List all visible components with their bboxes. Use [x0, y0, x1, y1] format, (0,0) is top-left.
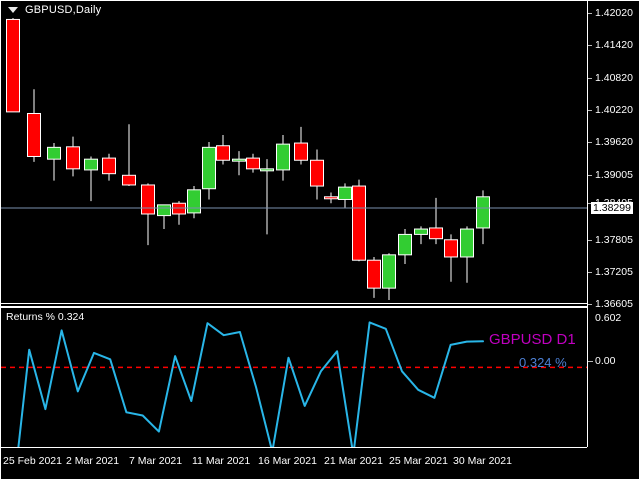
tick-mark	[588, 202, 592, 204]
tick-mark	[588, 174, 592, 176]
tick-mark	[588, 239, 592, 241]
price-tick-label: 1.40220	[595, 104, 633, 116]
price-tick-label: 1.37805	[595, 234, 633, 246]
indicator-tick-label: 0.602	[595, 312, 622, 324]
tick-mark	[588, 44, 592, 46]
tick-mark	[588, 303, 592, 305]
time-scale[interactable]: 25 Feb 2021 2 Mar 2021 7 Mar 2021 11 Mar 20…	[1, 449, 639, 478]
candlestick-chart	[1, 18, 587, 300]
price-tick: 1.37805	[588, 234, 633, 246]
price-tick-label: 1.39620	[595, 136, 633, 148]
price-tick: 1.40820	[588, 72, 633, 84]
returns-line-chart	[1, 321, 587, 448]
pane-separator-top	[1, 303, 587, 304]
symbol-title: GBPUSD,Daily	[25, 3, 102, 16]
tick-mark	[588, 271, 592, 273]
price-tick-label: 1.39005	[595, 169, 633, 181]
price-scale[interactable]: 1.42020 1.41420 1.40820 1.40220 1.39620 1.390…	[588, 1, 639, 460]
indicator-series-label: GBPUSD D1	[489, 331, 576, 348]
time-tick-label: 25 Mar 2021	[389, 455, 448, 467]
tick-mark	[588, 109, 592, 111]
time-tick-label: 7 Mar 2021	[129, 455, 183, 467]
time-tick-label: 16 Mar 2021	[258, 455, 317, 467]
price-tick: 1.39620	[588, 136, 633, 148]
price-tick: 1.39005	[588, 169, 633, 181]
pane-separator-bottom	[1, 306, 587, 307]
price-tick: 1.36605	[588, 298, 633, 310]
symbol-header: GBPUSD,Daily	[1, 1, 639, 18]
indicator-zero-value-label: 0.324 %	[519, 355, 567, 370]
indicator-tick-label: 0.00	[595, 355, 616, 367]
indicator-pane-bottom-border	[1, 447, 587, 448]
price-tick-label: 1.41420	[595, 39, 633, 51]
tick-mark	[588, 141, 592, 143]
price-tick: 1.40220	[588, 104, 633, 116]
time-tick-label: 30 Mar 2021	[453, 455, 512, 467]
time-tick-label: 11 Mar 2021	[192, 455, 251, 467]
price-tick-label: 1.37205	[595, 266, 633, 278]
price-tick-label: 1.36605	[595, 298, 633, 310]
indicator-pane[interactable]: Returns % 0.324 GBPUSD D1 0.324 %	[1, 307, 587, 448]
time-tick-label: 25 Feb 2021	[3, 455, 62, 467]
tick-mark	[588, 77, 592, 79]
chevron-down-icon[interactable]	[8, 6, 18, 13]
price-tick: 1.42020	[588, 7, 633, 19]
current-price-tag: 1.38299	[591, 202, 633, 214]
price-tick: 1.37205	[588, 266, 633, 278]
tick-mark	[588, 12, 592, 14]
zero-tick-mark	[588, 361, 593, 362]
price-tick-label: 1.42020	[595, 7, 633, 19]
time-tick-label: 2 Mar 2021	[66, 455, 120, 467]
time-tick-label: 21 Mar 2021	[324, 455, 383, 467]
scale-divider	[587, 1, 588, 447]
price-pane[interactable]	[1, 18, 587, 301]
price-tick: 1.41420	[588, 39, 633, 51]
price-tick-label: 1.40820	[595, 72, 633, 84]
indicator-title: Returns % 0.324	[6, 311, 85, 323]
